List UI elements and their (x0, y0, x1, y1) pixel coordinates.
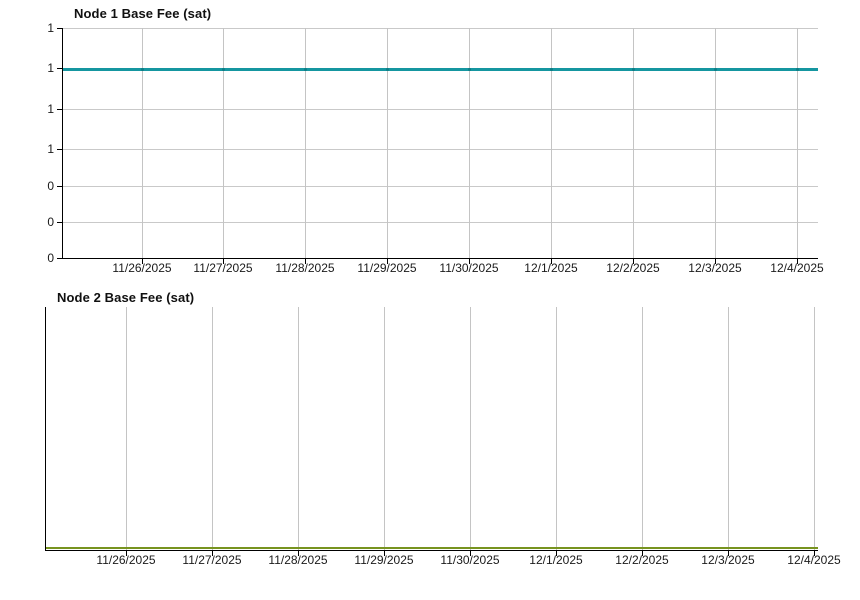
gridline-vertical (212, 307, 213, 550)
chart-panel-node1: Node 1 Base Fee (sat) 1 1 1 1 0 0 0 (0, 0, 860, 285)
series-point (468, 68, 471, 71)
x-tick-mark (387, 259, 388, 264)
gridline-horizontal (62, 186, 818, 187)
series-point (632, 68, 635, 71)
x-tick-mark (384, 551, 385, 556)
x-axis-line-node1 (62, 258, 818, 259)
y-tick-label: 1 (47, 21, 54, 35)
x-tick-label: 11/27/2025 (182, 553, 242, 567)
x-tick-mark (642, 551, 643, 556)
x-tick-mark (223, 259, 224, 264)
series-point (386, 68, 389, 71)
y-tick-label: 1 (47, 61, 54, 75)
gridline-vertical (142, 28, 143, 259)
gridline-vertical (126, 307, 127, 550)
x-tick-label: 12/1/2025 (524, 261, 578, 275)
gridline-horizontal (62, 149, 818, 150)
x-tick-label: 11/28/2025 (275, 261, 335, 275)
gridline-vertical (642, 307, 643, 550)
gridline-vertical (223, 28, 224, 259)
y-tick-label: 1 (47, 102, 54, 116)
plot-area-node2 (45, 307, 818, 550)
gridline-vertical (469, 28, 470, 259)
x-tick-label: 11/26/2025 (96, 553, 156, 567)
y-axis-line-node2 (45, 307, 46, 550)
x-tick-label: 11/28/2025 (268, 553, 328, 567)
gridline-vertical (387, 28, 388, 259)
y-tick-mark (57, 222, 62, 223)
y-tick-label: 1 (47, 142, 54, 156)
y-tick-label: 0 (47, 251, 54, 265)
x-tick-label: 12/2/2025 (606, 261, 660, 275)
series-point (304, 68, 307, 71)
gridline-vertical (556, 307, 557, 550)
x-tick-mark (298, 551, 299, 556)
x-tick-mark (551, 259, 552, 264)
chart-title-node2: Node 2 Base Fee (sat) (57, 290, 195, 305)
x-tick-label: 11/30/2025 (440, 553, 500, 567)
x-tick-mark (633, 259, 634, 264)
x-tick-label: 12/2/2025 (615, 553, 669, 567)
x-tick-label: 12/4/2025 (770, 261, 824, 275)
gridline-vertical (728, 307, 729, 550)
y-tick-mark (57, 258, 62, 259)
x-tick-mark (470, 551, 471, 556)
x-tick-mark (728, 551, 729, 556)
series-point (141, 68, 144, 71)
gridline-vertical (715, 28, 716, 259)
series-point (222, 68, 225, 71)
gridline-vertical (814, 307, 815, 550)
gridline-vertical (384, 307, 385, 550)
series-line-node2 (45, 547, 818, 549)
chart-panel-node2: Node 2 Base Fee (sat) (0, 285, 860, 600)
y-tick-label: 0 (47, 215, 54, 229)
series-point (714, 68, 717, 71)
gridline-horizontal (62, 109, 818, 110)
chart-title-node1: Node 1 Base Fee (sat) (74, 6, 212, 21)
series-line-node1 (62, 68, 818, 71)
y-tick-mark (57, 68, 62, 69)
series-point (550, 68, 553, 71)
x-tick-label: 12/3/2025 (688, 261, 742, 275)
y-axis-line-node1 (62, 28, 63, 259)
x-tick-label: 11/26/2025 (112, 261, 172, 275)
x-tick-mark (142, 259, 143, 264)
gridline-horizontal (62, 28, 818, 29)
plot-area-node1 (62, 28, 818, 259)
x-tick-mark (126, 551, 127, 556)
y-tick-mark (57, 28, 62, 29)
gridline-vertical (551, 28, 552, 259)
x-tick-label: 12/1/2025 (529, 553, 583, 567)
y-tick-label: 0 (47, 179, 54, 193)
x-tick-label: 11/30/2025 (439, 261, 499, 275)
x-tick-mark (212, 551, 213, 556)
x-axis-line-node2 (45, 550, 818, 551)
x-tick-mark (469, 259, 470, 264)
x-tick-label: 12/4/2025 (787, 553, 841, 567)
y-tick-mark (57, 109, 62, 110)
x-tick-mark (715, 259, 716, 264)
gridline-vertical (633, 28, 634, 259)
gridline-vertical (305, 28, 306, 259)
gridline-vertical (797, 28, 798, 259)
y-tick-mark (57, 186, 62, 187)
x-tick-label: 11/29/2025 (354, 553, 414, 567)
y-tick-mark (57, 149, 62, 150)
x-tick-label: 11/29/2025 (357, 261, 417, 275)
gridline-vertical (470, 307, 471, 550)
series-point (796, 68, 799, 71)
x-tick-label: 11/27/2025 (193, 261, 253, 275)
x-tick-label: 12/3/2025 (701, 553, 755, 567)
x-tick-mark (797, 259, 798, 264)
gridline-vertical (298, 307, 299, 550)
x-tick-mark (305, 259, 306, 264)
x-tick-mark (556, 551, 557, 556)
gridline-horizontal (62, 222, 818, 223)
x-tick-mark (814, 551, 815, 556)
